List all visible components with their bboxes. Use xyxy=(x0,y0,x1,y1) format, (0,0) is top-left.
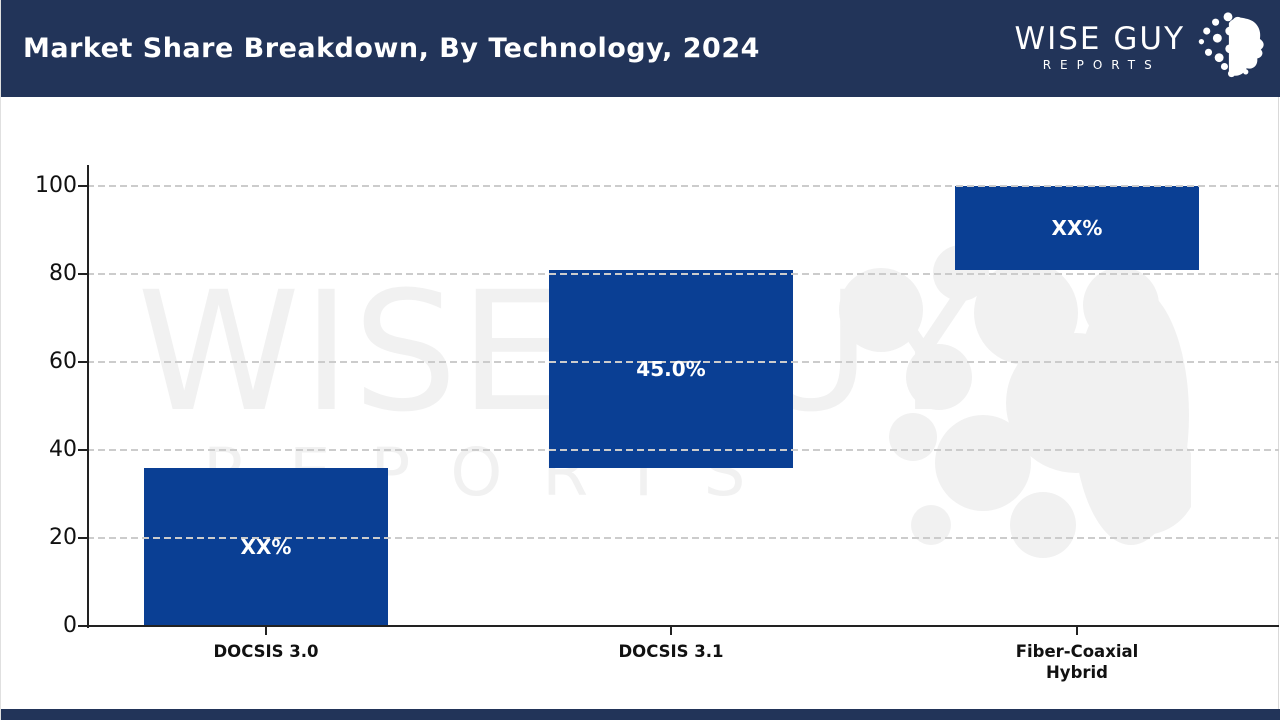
gridline xyxy=(87,185,1279,187)
y-tick-label: 20 xyxy=(49,525,77,550)
y-tick-mark xyxy=(78,449,87,451)
gridline xyxy=(87,361,1279,363)
watermark-face-icon xyxy=(839,245,1191,558)
footer-bar xyxy=(1,709,1280,720)
x-axis-category-label: DOCSIS 3.0 xyxy=(213,642,319,661)
y-tick-mark xyxy=(78,625,87,627)
logo-text-line1: WISE GUY xyxy=(1014,21,1185,58)
gridline xyxy=(87,537,1279,539)
bar-value-label: XX% xyxy=(1051,216,1103,240)
y-tick-label: 60 xyxy=(49,349,77,374)
x-tick-mark xyxy=(1076,627,1078,635)
bar-value-label: 45.0% xyxy=(636,357,706,381)
x-axis-line xyxy=(87,625,1279,627)
logo-text-line2: REPORTS xyxy=(1042,57,1161,72)
wiseguy-logo: WISE GUY REPORTS xyxy=(1014,10,1267,84)
y-tick-mark xyxy=(78,361,87,363)
y-tick-mark xyxy=(78,185,87,187)
y-tick-mark xyxy=(78,537,87,539)
bar-segment xyxy=(144,468,388,626)
x-tick-mark xyxy=(670,627,672,635)
y-tick-label: 0 xyxy=(63,613,77,638)
page-title: Market Share Breakdown, By Technology, 2… xyxy=(23,33,760,64)
bar-segment xyxy=(549,270,793,468)
gridline xyxy=(87,449,1279,451)
wiseguy-face-icon xyxy=(1198,12,1264,78)
gridline xyxy=(87,273,1279,275)
x-tick-mark xyxy=(265,627,267,635)
y-axis-line xyxy=(87,165,89,628)
bar-segment xyxy=(955,186,1199,270)
y-tick-mark xyxy=(78,273,87,275)
bar-value-label: XX% xyxy=(240,535,292,559)
frame-border-right xyxy=(1278,97,1279,709)
header-bar: Market Share Breakdown, By Technology, 2… xyxy=(1,0,1280,97)
y-tick-label: 80 xyxy=(49,261,77,286)
x-axis-category-label: Fiber-Coaxial Hybrid xyxy=(1015,642,1139,683)
y-tick-label: 40 xyxy=(49,437,77,462)
logo-text: WISE GUY REPORTS xyxy=(1014,22,1185,71)
y-tick-label: 100 xyxy=(35,173,77,198)
x-axis-category-label: DOCSIS 3.1 xyxy=(618,642,724,661)
